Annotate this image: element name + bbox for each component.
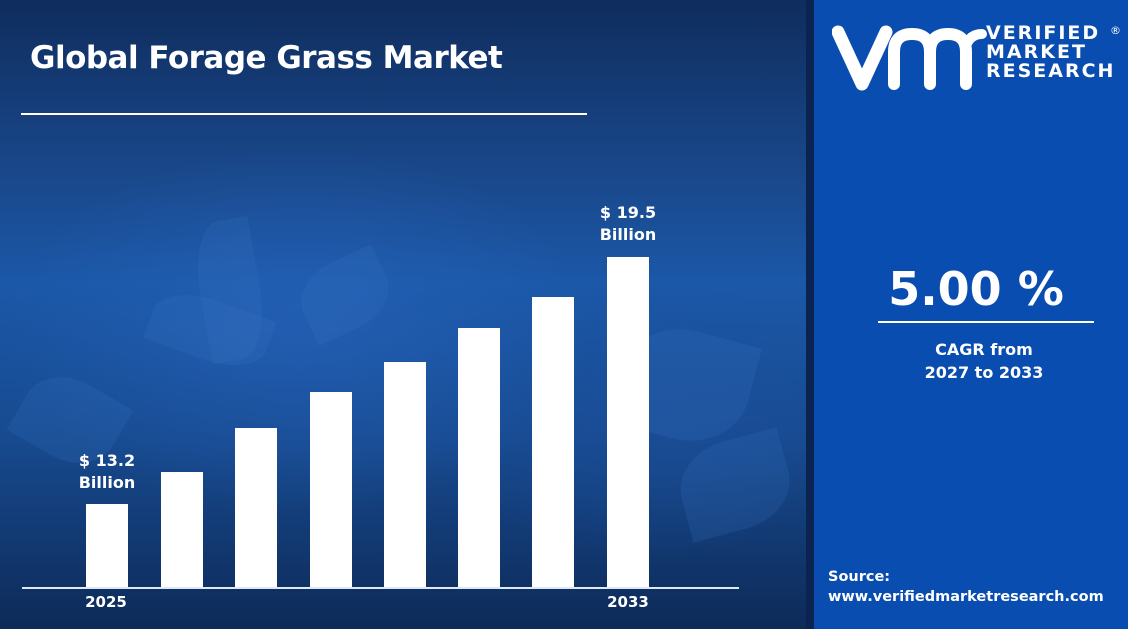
bar-chart: $ 13.2 Billion $ 19.5 Billion 2025 2033 — [22, 202, 739, 611]
stats-panel — [814, 0, 1128, 629]
value-label-unit: Billion — [78, 473, 136, 492]
brand-line-verified: VERIFIED — [986, 22, 1101, 44]
bar-2031 — [532, 297, 574, 587]
chart-title: Global Forage Grass Market — [30, 40, 503, 76]
bar-2033 — [607, 257, 649, 587]
bar-2028 — [310, 392, 352, 587]
panel-divider — [806, 0, 814, 629]
brand-wordmark: VERIFIED MARKET RESEARCH — [986, 24, 1115, 81]
cagr-value: 5.00 % — [888, 262, 1064, 316]
value-label-unit: Billion — [599, 225, 657, 244]
cagr-label-line1: CAGR from — [935, 340, 1033, 359]
brand-line-research: RESEARCH — [986, 60, 1116, 82]
bar-2025 — [86, 504, 128, 587]
source-url[interactable]: www.verifiedmarketresearch.com — [828, 589, 1104, 605]
value-label-2033: $ 19.5 Billion — [568, 202, 688, 246]
value-label-amount: $ 13.2 — [78, 451, 136, 470]
value-label-2025: $ 13.2 Billion — [47, 450, 167, 494]
source-label: Source: — [828, 569, 891, 585]
bar-2030 — [458, 328, 500, 587]
bar-2027 — [235, 428, 277, 587]
brand-line-market: MARKET — [986, 41, 1087, 63]
source-block: Source: www.verifiedmarketresearch.com — [828, 567, 1104, 607]
cagr-underline — [878, 321, 1094, 323]
vmr-logo-icon — [832, 25, 987, 91]
title-underline — [21, 113, 587, 115]
cagr-label-line2: 2027 to 2033 — [924, 363, 1044, 382]
cagr-label: CAGR from 2027 to 2033 — [814, 338, 1128, 384]
value-label-amount: $ 19.5 — [599, 203, 657, 222]
x-tick-2033: 2033 — [607, 593, 649, 611]
x-axis-line — [22, 587, 739, 589]
bar-2029 — [384, 362, 426, 587]
bar-2026 — [161, 472, 203, 587]
registered-mark: ® — [1110, 24, 1121, 37]
x-tick-2025: 2025 — [85, 593, 127, 611]
